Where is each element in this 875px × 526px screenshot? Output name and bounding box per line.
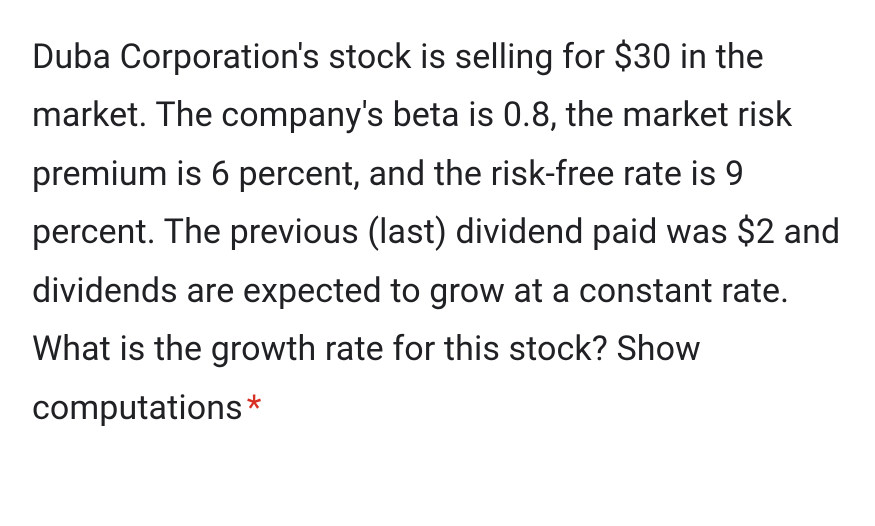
question-text: Duba Corporation's stock is selling for … bbox=[32, 37, 840, 428]
question-container: Duba Corporation's stock is selling for … bbox=[32, 28, 843, 437]
required-asterisk: * bbox=[247, 388, 262, 428]
